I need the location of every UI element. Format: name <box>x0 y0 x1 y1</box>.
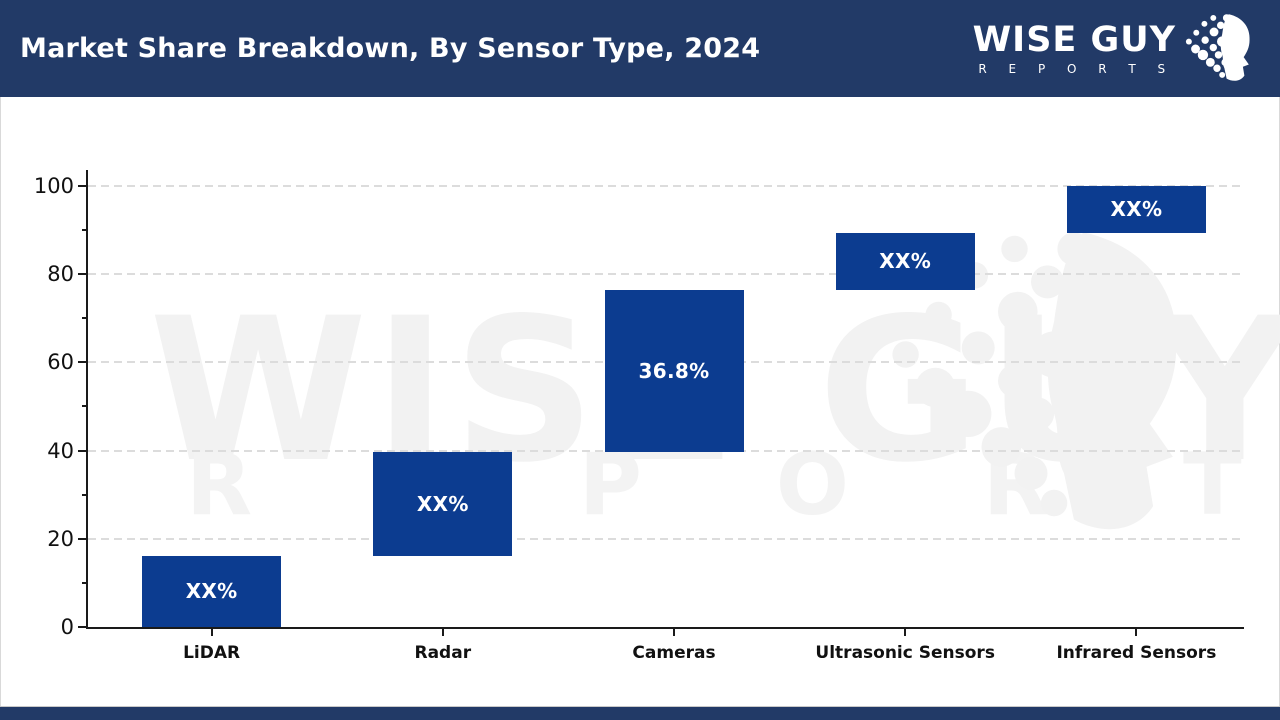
brand-name: WISE GUY <box>972 19 1176 60</box>
gridline-80 <box>88 273 1244 276</box>
y-axis-label: 0 <box>60 615 74 639</box>
wiseguy-head-icon <box>1185 13 1250 81</box>
y-axis-label: 60 <box>47 350 74 375</box>
y-axis-line <box>86 170 88 629</box>
gridline-100 <box>88 184 1244 187</box>
y-axis-tick <box>78 449 88 452</box>
y-axis-label: 100 <box>33 173 74 198</box>
y-axis-tick <box>78 184 88 187</box>
x-axis-tick <box>904 629 907 636</box>
y-axis-tick <box>78 626 88 628</box>
x-axis-label: Cameras <box>632 643 716 663</box>
y-axis-label: 80 <box>47 262 74 287</box>
y-axis-minor-tick <box>82 405 88 408</box>
bar-cameras: 36.8% <box>604 289 744 452</box>
y-axis-minor-tick <box>82 228 88 231</box>
x-axis-tick <box>441 629 444 636</box>
watermark-head-icon <box>892 232 1177 530</box>
x-axis-tick <box>673 629 675 636</box>
y-axis-tick <box>78 537 88 540</box>
x-axis-label: Ultrasonic Sensors <box>815 643 995 663</box>
bar-value-label: XX% <box>879 249 932 274</box>
y-axis-minor-tick <box>82 317 88 320</box>
x-axis-tick <box>1135 629 1138 636</box>
bar-ultrasonic-sensors: XX% <box>835 233 975 290</box>
x-axis-tick <box>210 629 213 636</box>
brand-logo-text: WISE GUY R E P O R T S <box>972 19 1176 76</box>
x-axis-line <box>86 627 1244 629</box>
y-axis-minor-tick <box>82 581 88 584</box>
bar-infrared-sensors: XX% <box>1066 185 1206 234</box>
bar-radar: XX% <box>373 451 513 556</box>
footer-divider <box>0 706 1280 707</box>
y-axis-tick <box>78 361 88 364</box>
y-axis-label: 20 <box>47 526 74 551</box>
bar-lidar: XX% <box>142 555 282 627</box>
y-axis-label: 40 <box>47 438 74 463</box>
bar-value-label: XX% <box>1110 197 1163 222</box>
plot-area: 0 20 40 60 80 100 XX% LiDAR XX% Radar 36.8% Cameras… <box>34 170 1244 663</box>
brand-subtitle: R E P O R T S <box>978 61 1175 76</box>
footer-bar <box>0 707 1280 720</box>
x-axis-label: LiDAR <box>183 643 241 663</box>
brand-logo: WISE GUY R E P O R T S <box>973 7 1254 91</box>
y-axis-tick <box>78 273 88 276</box>
x-axis-label: Radar <box>414 643 472 663</box>
bar-value-label: 36.8% <box>638 358 710 383</box>
page-title: Market Share Breakdown, By Sensor Type, … <box>20 33 761 64</box>
header-bar: Market Share Breakdown, By Sensor Type, … <box>0 0 1280 97</box>
bar-value-label: XX% <box>416 491 469 516</box>
gridline-20 <box>88 537 1244 540</box>
x-axis-label: Infrared Sensors <box>1056 643 1217 663</box>
y-axis-minor-tick <box>82 493 88 496</box>
bar-value-label: XX% <box>185 579 238 604</box>
